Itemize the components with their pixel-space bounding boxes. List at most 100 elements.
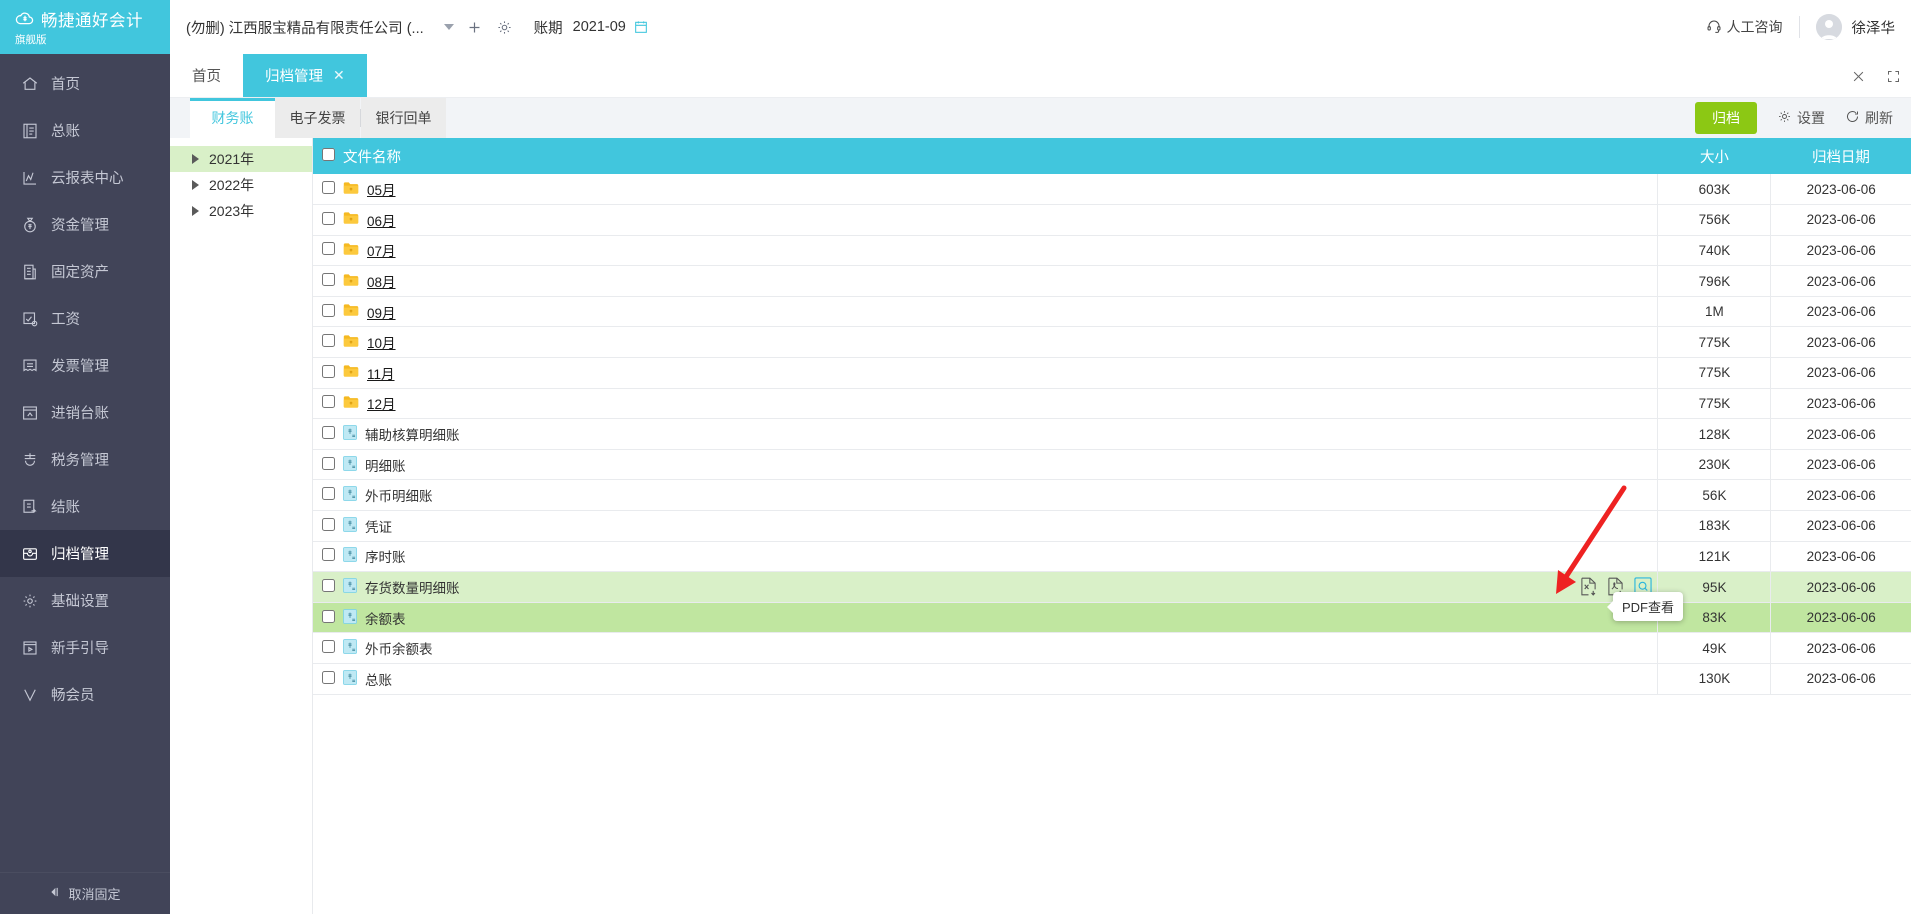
row-select-cell bbox=[313, 296, 343, 328]
settle-icon bbox=[20, 497, 39, 516]
sidebar-item-fixed-assets[interactable]: 固定资产 bbox=[0, 248, 170, 295]
table-row[interactable]: 06月 756K 2023-06-06 bbox=[313, 204, 1911, 236]
sidebar-item-beginner-guide[interactable]: 新手引导 bbox=[0, 624, 170, 671]
table-row[interactable]: 余额表 83K 2023-06-06 bbox=[313, 602, 1911, 634]
table-row[interactable]: 外币余额表 49K 2023-06-06 bbox=[313, 632, 1911, 664]
file-name-label[interactable]: 08月 bbox=[367, 275, 396, 291]
table-row[interactable]: 11月 775K 2023-06-06 bbox=[313, 357, 1911, 389]
file-name-cell: 外币明细账 bbox=[343, 479, 1658, 512]
sidebar-item-invoice-management[interactable]: 发票管理 bbox=[0, 342, 170, 389]
calendar-icon[interactable] bbox=[626, 12, 656, 42]
table-row[interactable]: 序时账 121K 2023-06-06 bbox=[313, 541, 1911, 573]
row-select-cell bbox=[313, 663, 343, 695]
tab-strip: 首页 归档管理 ✕ bbox=[170, 54, 1911, 98]
file-name-label[interactable]: 06月 bbox=[367, 213, 396, 229]
row-checkbox[interactable] bbox=[321, 273, 335, 287]
topbar-right-group: 人工咨询 徐泽华 bbox=[1706, 14, 1896, 40]
settings-button[interactable]: 设置 bbox=[1777, 108, 1825, 128]
row-checkbox[interactable] bbox=[321, 211, 335, 225]
row-checkbox[interactable] bbox=[321, 334, 335, 348]
refresh-button[interactable]: 刷新 bbox=[1845, 108, 1893, 128]
row-checkbox[interactable] bbox=[321, 487, 335, 501]
file-name-cell: 12月 bbox=[343, 388, 1658, 420]
sidebar-item-general-ledger[interactable]: 总账 bbox=[0, 107, 170, 154]
close-all-tabs-button[interactable] bbox=[1841, 54, 1876, 98]
table-row[interactable]: 存货数量明细账 95K 2023-06-06 bbox=[313, 571, 1911, 603]
tab-home[interactable]: 首页 bbox=[170, 54, 243, 97]
excel-download-icon[interactable] bbox=[1580, 577, 1597, 597]
column-header-filename[interactable]: 文件名称 bbox=[343, 138, 1658, 174]
file-name-cell: 余额表 bbox=[343, 602, 1658, 634]
sidebar-collapse-label: 取消固定 bbox=[68, 887, 121, 902]
file-name-label: 凭证 bbox=[365, 519, 392, 535]
table-row[interactable]: 10月 775K 2023-06-06 bbox=[313, 326, 1911, 359]
table-row[interactable]: 明细账 230K 2023-06-06 bbox=[313, 449, 1911, 481]
table-row[interactable]: 09月 1M 2023-06-06 bbox=[313, 296, 1911, 328]
sidebar-item-fund-management[interactable]: 资金管理 bbox=[0, 201, 170, 248]
support-button[interactable]: 人工咨询 bbox=[1706, 17, 1783, 37]
fullscreen-icon[interactable] bbox=[1876, 54, 1911, 98]
sidebar-item-payroll[interactable]: 工资 bbox=[0, 295, 170, 342]
row-checkbox[interactable] bbox=[321, 364, 335, 378]
sidebar-item-settlement[interactable]: 结账 bbox=[0, 483, 170, 530]
row-checkbox[interactable] bbox=[321, 395, 335, 409]
avatar[interactable] bbox=[1815, 14, 1842, 40]
period-value[interactable]: 2021-09 bbox=[572, 19, 626, 35]
row-checkbox[interactable] bbox=[321, 242, 335, 256]
file-name-label[interactable]: 07月 bbox=[367, 244, 396, 260]
subtab-e-invoice[interactable]: 电子发票 bbox=[275, 98, 360, 138]
column-header-size[interactable]: 大小 bbox=[1657, 138, 1771, 174]
company-selector[interactable]: (勿删) 江西服宝精品有限责任公司 (... bbox=[180, 17, 460, 38]
row-checkbox[interactable] bbox=[321, 670, 335, 684]
tab-archive-management[interactable]: 归档管理 ✕ bbox=[243, 54, 367, 97]
brand-logo[interactable]: 畅捷通好会计 旗舰版 bbox=[0, 0, 170, 54]
file-name-label[interactable]: 09月 bbox=[367, 305, 396, 321]
file-name-label[interactable]: 10月 bbox=[367, 336, 396, 352]
file-name-label[interactable]: 12月 bbox=[367, 397, 396, 413]
row-checkbox[interactable] bbox=[321, 609, 335, 623]
tree-node-2023[interactable]: 2023年 bbox=[170, 198, 312, 224]
triangle-right-icon[interactable] bbox=[192, 180, 199, 190]
row-checkbox[interactable] bbox=[321, 303, 335, 317]
tree-node-2021[interactable]: 2021年 bbox=[170, 146, 312, 172]
file-name-label[interactable]: 11月 bbox=[367, 366, 395, 382]
file-name-label[interactable]: 05月 bbox=[367, 183, 396, 199]
row-checkbox[interactable] bbox=[321, 640, 335, 654]
row-checkbox[interactable] bbox=[321, 181, 335, 195]
row-checkbox[interactable] bbox=[321, 426, 335, 440]
row-checkbox[interactable] bbox=[321, 548, 335, 562]
top-settings-button[interactable] bbox=[490, 12, 520, 42]
brand-edition: 旗舰版 bbox=[15, 34, 47, 46]
triangle-right-icon[interactable] bbox=[192, 154, 199, 164]
column-header-date[interactable]: 归档日期 bbox=[1770, 138, 1911, 174]
table-row[interactable]: 凭证 183K 2023-06-06 bbox=[313, 510, 1911, 542]
sidebar-item-tax-management[interactable]: 税务管理 bbox=[0, 436, 170, 483]
tree-node-2022[interactable]: 2022年 bbox=[170, 172, 312, 198]
triangle-right-icon[interactable] bbox=[192, 206, 199, 216]
row-checkbox[interactable] bbox=[321, 579, 335, 593]
table-row[interactable]: 12月 775K 2023-06-06 bbox=[313, 388, 1911, 420]
row-checkbox[interactable] bbox=[321, 456, 335, 470]
subtab-financial-books[interactable]: 财务账 bbox=[190, 98, 275, 138]
table-row[interactable]: 07月 740K 2023-06-06 bbox=[313, 235, 1911, 267]
table-row[interactable]: 外币明细账 56K 2023-06-06 bbox=[313, 479, 1911, 512]
select-all-checkbox[interactable] bbox=[321, 147, 335, 161]
subtab-bank-receipt[interactable]: 银行回单 bbox=[361, 98, 446, 138]
sidebar-item-label: 结账 bbox=[51, 500, 80, 516]
sidebar-item-purchase-sales-ledger[interactable]: 进销台账 bbox=[0, 389, 170, 436]
sidebar-item-vip-member[interactable]: 畅会员 bbox=[0, 671, 170, 718]
sidebar-item-basic-settings[interactable]: 基础设置 bbox=[0, 577, 170, 624]
sidebar-item-cloud-reports[interactable]: 云报表中心 bbox=[0, 154, 170, 201]
table-row[interactable]: 总账 130K 2023-06-06 bbox=[313, 663, 1911, 695]
user-name[interactable]: 徐泽华 bbox=[1851, 20, 1896, 37]
table-row[interactable]: 05月 603K 2023-06-06 bbox=[313, 174, 1911, 206]
table-row[interactable]: 08月 796K 2023-06-06 bbox=[313, 265, 1911, 297]
table-row[interactable]: 辅助核算明细账 128K 2023-06-06 bbox=[313, 418, 1911, 450]
add-account-set-button[interactable] bbox=[460, 12, 490, 42]
archive-button[interactable]: 归档 bbox=[1695, 102, 1757, 134]
close-icon[interactable]: ✕ bbox=[333, 67, 345, 83]
sidebar-item-home[interactable]: 首页 bbox=[0, 60, 170, 107]
sidebar-collapse-button[interactable]: 取消固定 bbox=[0, 872, 170, 914]
row-checkbox[interactable] bbox=[321, 517, 335, 531]
sidebar-item-archive-management[interactable]: 归档管理 bbox=[0, 530, 170, 577]
